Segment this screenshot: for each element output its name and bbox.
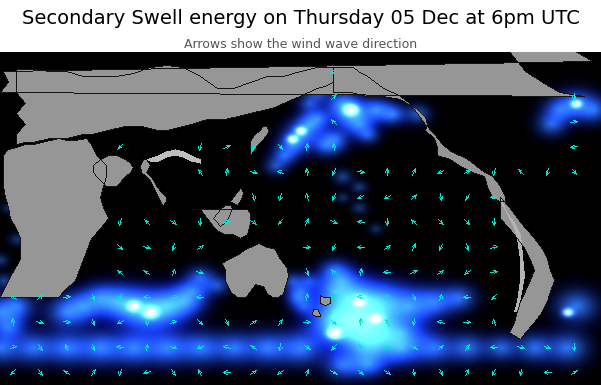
Text: Secondary Swell energy on Thursday 05 Dec at 6pm UTC: Secondary Swell energy on Thursday 05 De…	[22, 9, 579, 28]
Text: Arrows show the wind wave direction: Arrows show the wind wave direction	[184, 38, 417, 51]
